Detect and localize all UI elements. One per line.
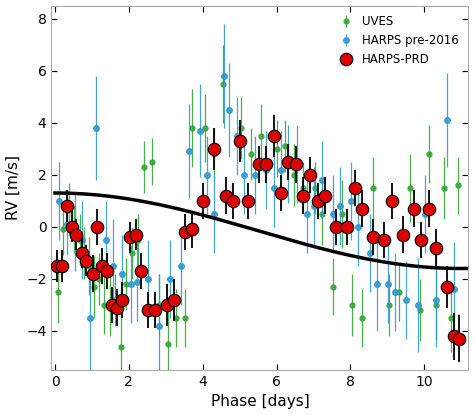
- X-axis label: Phase [days]: Phase [days]: [210, 394, 309, 410]
- Y-axis label: RV [m/s]: RV [m/s]: [6, 155, 20, 220]
- Legend: UVES, HARPS pre-2016, HARPS-PRD: UVES, HARPS pre-2016, HARPS-PRD: [330, 12, 463, 69]
